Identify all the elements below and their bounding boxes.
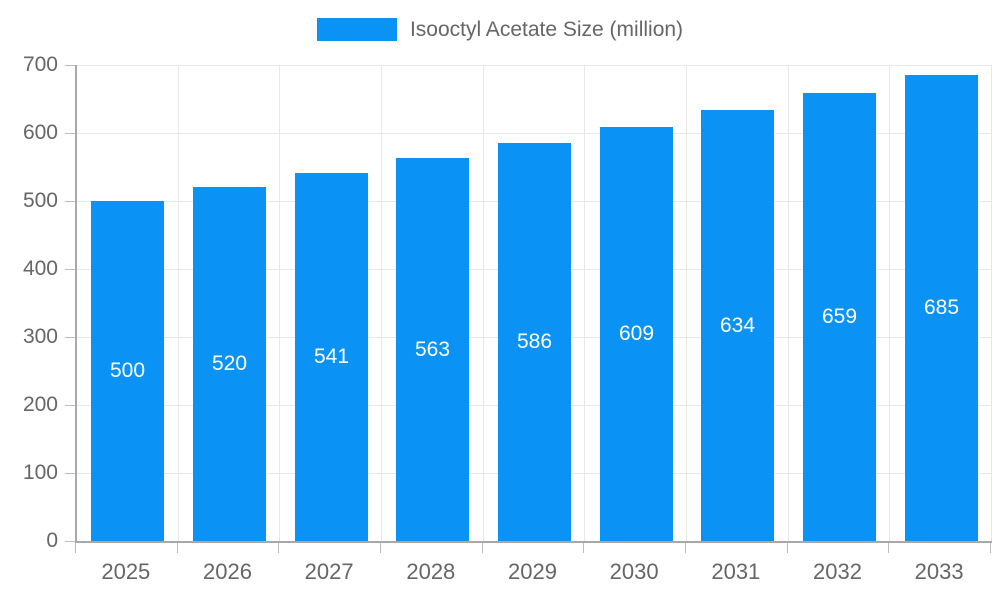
x-axis-tick <box>786 543 788 553</box>
x-axis-tick <box>380 543 381 553</box>
bar-2029[interactable]: 586 <box>498 143 571 541</box>
bar-value-label: 586 <box>516 330 553 353</box>
y-axis-tick <box>65 473 75 474</box>
gridline-h <box>77 133 992 134</box>
x-axis-tick <box>481 543 483 553</box>
x-axis-label: 2029 <box>508 559 557 584</box>
bar-2026[interactable]: 520 <box>193 187 266 541</box>
bar-2025[interactable]: 500 <box>91 201 164 541</box>
bar-value-label: 659 <box>821 305 858 328</box>
gridline-v <box>482 65 484 541</box>
gridline-v <box>787 65 789 541</box>
x-axis-label: 2032 <box>813 559 862 584</box>
bar-2028[interactable]: 563 <box>396 158 469 541</box>
y-axis-label: 200 <box>22 393 58 416</box>
y-axis-label: 100 <box>22 461 58 484</box>
bar-2030[interactable]: 609 <box>600 127 673 541</box>
y-axis-label: 400 <box>22 257 58 280</box>
gridline-v <box>584 65 586 541</box>
y-axis-tick <box>65 541 75 542</box>
gridline-v <box>991 65 992 541</box>
legend-swatch[interactable] <box>316 18 397 41</box>
y-axis-label: 700 <box>22 53 58 76</box>
y-axis-tick <box>65 269 75 270</box>
legend-label[interactable]: Isooctyl Acetate Size (million) <box>409 18 684 41</box>
bar-2027[interactable]: 541 <box>295 173 368 541</box>
bar-value-label: 520 <box>211 352 248 375</box>
x-axis-tick <box>685 543 686 553</box>
y-axis-tick <box>65 405 75 406</box>
bar-value-label: 609 <box>618 322 655 345</box>
x-axis-label: 2028 <box>406 559 456 584</box>
gridline-v <box>177 65 179 541</box>
gridline-h <box>77 65 992 66</box>
gridline-v <box>889 65 891 541</box>
y-axis-label: 300 <box>22 325 58 348</box>
bar-2032[interactable]: 659 <box>803 93 876 541</box>
x-axis-label: 2025 <box>101 559 151 584</box>
bar-value-label: 541 <box>313 345 350 368</box>
y-axis-tick <box>65 201 75 202</box>
bar-value-label: 500 <box>109 359 146 382</box>
plot-area: 500 520 541 563 586 609 634 659 685 <box>75 65 992 543</box>
x-axis-label: 2031 <box>711 559 761 584</box>
x-axis-tick <box>888 543 890 553</box>
x-axis-tick <box>278 543 280 553</box>
y-axis-label: 0 <box>46 529 58 552</box>
bar-2033[interactable]: 685 <box>905 75 978 541</box>
y-axis-label: 500 <box>22 189 58 212</box>
y-axis-tick <box>65 337 75 338</box>
bar-2031[interactable]: 634 <box>701 110 774 541</box>
bar-value-label: 685 <box>923 296 960 319</box>
x-axis-tick <box>75 543 76 553</box>
x-axis-tick <box>583 543 585 553</box>
gridline-v <box>686 65 687 541</box>
bar-value-label: 634 <box>719 313 756 337</box>
x-axis-label: 2030 <box>609 559 659 584</box>
x-axis-label: 2033 <box>914 559 964 584</box>
x-axis-tick <box>176 543 178 553</box>
gridline-v <box>279 65 281 541</box>
x-axis-tick <box>990 543 991 553</box>
y-axis-tick <box>65 133 75 134</box>
bar-value-label: 563 <box>414 337 451 361</box>
y-axis-label: 600 <box>22 121 58 144</box>
gridline-v <box>381 65 382 541</box>
legend[interactable]: Isooctyl Acetate Size (million) <box>0 18 1000 41</box>
x-axis-label: 2027 <box>304 559 354 584</box>
y-axis-tick <box>65 65 75 66</box>
x-axis-label: 2026 <box>203 559 252 584</box>
